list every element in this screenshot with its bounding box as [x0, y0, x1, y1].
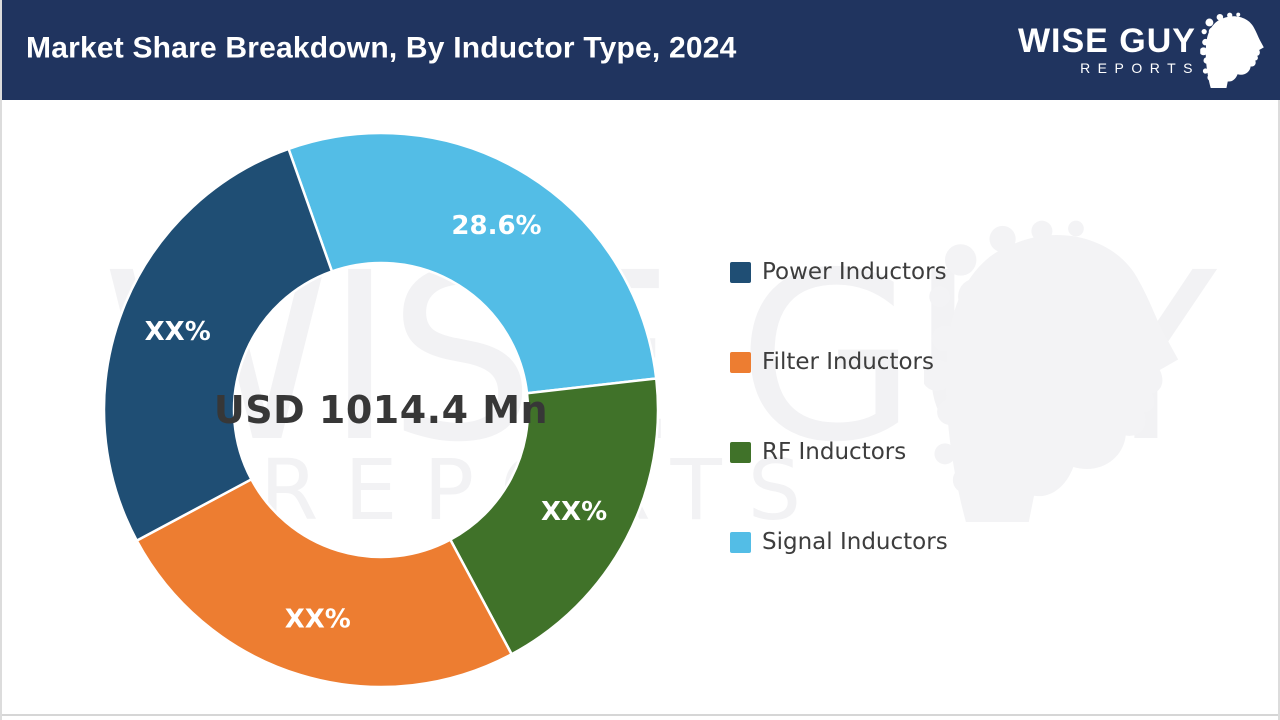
chart-legend: Power Inductors Filter Inductors RF Indu…	[730, 258, 948, 556]
legend-swatch-power	[730, 261, 751, 283]
legend-label: Signal Inductors	[762, 529, 948, 555]
page-title: Market Share Breakdown, By Inductor Type…	[26, 31, 737, 65]
donut-segment-signal-inductors	[287, 131, 658, 395]
logo-wordmark: WISE GUY	[1017, 22, 1196, 60]
legend-item-power-inductors: Power Inductors	[730, 258, 948, 286]
legend-item-filter-inductors: Filter Inductors	[730, 348, 948, 376]
logo-reports-text: REPORTS	[1080, 60, 1200, 76]
legend-item-signal-inductors: Signal Inductors	[730, 528, 948, 556]
bottom-border	[2, 714, 1278, 716]
logo-head-icon	[1200, 12, 1266, 88]
header: Market Share Breakdown, By Inductor Type…	[2, 0, 1280, 100]
segment-value-label: XX%	[145, 317, 211, 347]
segment-value-label: XX%	[285, 605, 351, 635]
segment-value-label: 28.6%	[451, 211, 541, 241]
donut-segment-power-inductors	[102, 147, 334, 542]
donut-segment-filter-inductors	[135, 478, 513, 689]
segment-value-label: XX%	[541, 497, 607, 527]
legend-label: Filter Inductors	[762, 349, 934, 375]
legend-item-rf-inductors: RF Inductors	[730, 438, 948, 466]
legend-swatch-rf	[730, 441, 751, 463]
donut-chart: 28.6% XX% XX% XX%	[102, 131, 660, 689]
watermark-head-icon	[924, 218, 1186, 522]
legend-label: RF Inductors	[762, 439, 907, 465]
legend-swatch-signal	[730, 531, 751, 553]
wiseguy-logo: WISE GUY REPORTS	[1018, 10, 1266, 90]
legend-swatch-filter	[730, 351, 751, 373]
donut-segment-rf-inductors	[449, 377, 660, 656]
legend-label: Power Inductors	[762, 259, 947, 285]
chart-center-value: USD 1014.4 Mn	[213, 388, 549, 432]
logo-text: WISE GUY REPORTS	[1018, 24, 1196, 76]
